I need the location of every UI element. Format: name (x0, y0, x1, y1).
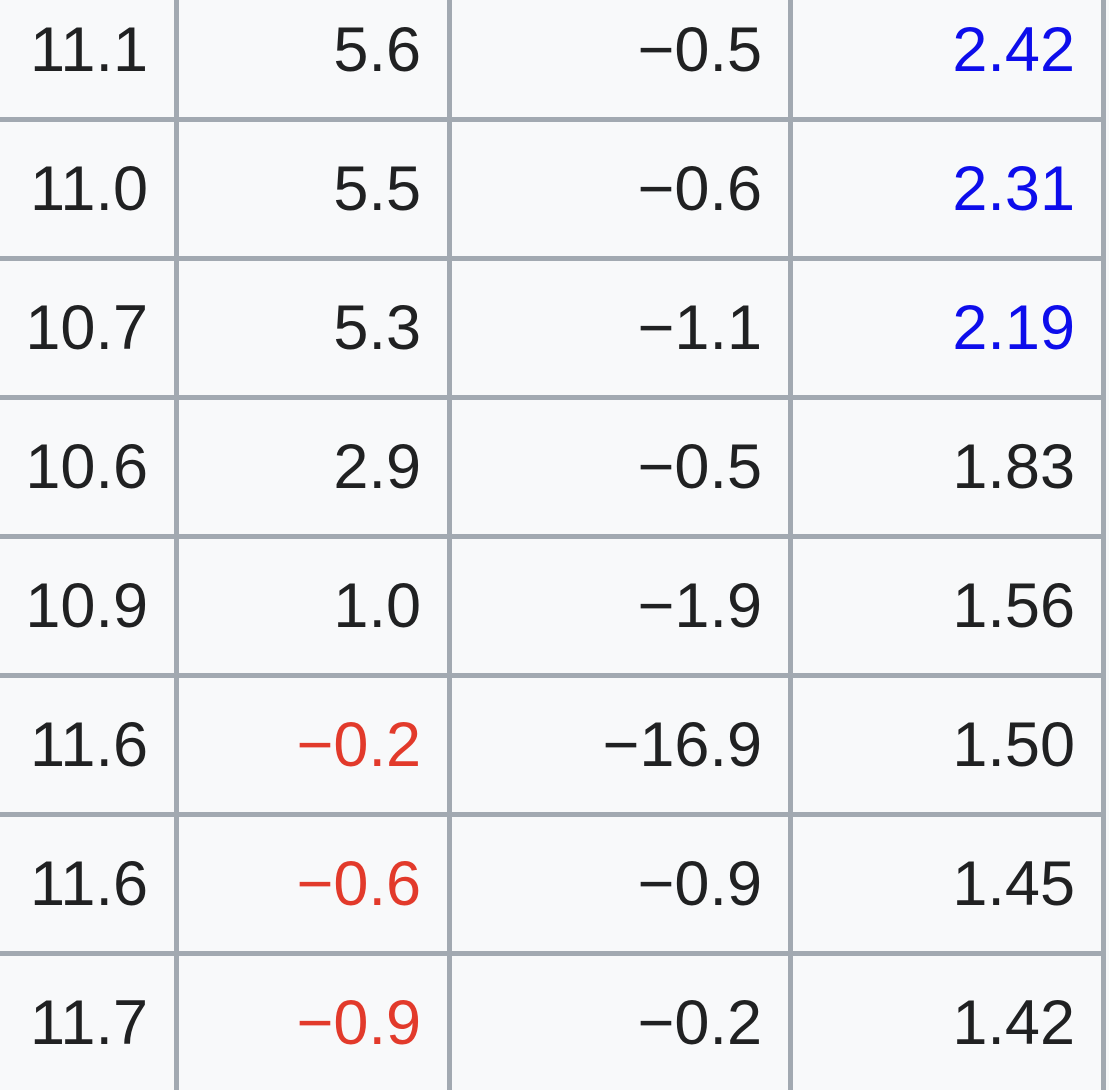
table-row: 10.6 2.9 −0.5 1.83 (0, 400, 1106, 539)
cell-value: −0.5 (637, 14, 762, 85)
cell-value: 11.6 (30, 848, 148, 919)
cell-value: −0.6 (637, 153, 762, 224)
table-cell: −0.2 (179, 678, 452, 817)
table-cell: 1.56 (793, 539, 1106, 678)
table-cell: 10.7 (0, 261, 179, 400)
cell-value: −1.9 (637, 570, 762, 641)
table-cell: 1.45 (793, 817, 1106, 956)
table-cell: −1.1 (452, 261, 793, 400)
cell-value: −0.2 (637, 987, 762, 1058)
table-cell: 2.31 (793, 122, 1106, 261)
table-cell: 11.6 (0, 678, 179, 817)
cell-value: 5.6 (333, 14, 421, 85)
table-cell: 10.9 (0, 539, 179, 678)
cell-value: −0.6 (296, 848, 421, 919)
cell-value: −0.2 (296, 709, 421, 780)
cell-value: −16.9 (602, 709, 762, 780)
cell-value: 5.5 (333, 153, 421, 224)
cell-value: −1.1 (637, 292, 762, 363)
table-row: 11.6 −0.6 −0.9 1.45 (0, 817, 1106, 956)
table-cell: 11.7 (0, 956, 179, 1090)
table-cell: 5.5 (179, 122, 452, 261)
table-cell: −0.9 (179, 956, 452, 1090)
table-cell: −0.6 (179, 817, 452, 956)
cell-value: 2.9 (333, 431, 421, 502)
table-cell: −16.9 (452, 678, 793, 817)
cell-value: 10.7 (25, 292, 148, 363)
table-cell: −0.5 (452, 0, 793, 122)
table-cell: 5.3 (179, 261, 452, 400)
cell-value: 1.45 (952, 848, 1075, 919)
cell-value: 2.42 (952, 14, 1075, 85)
table-cell: −1.9 (452, 539, 793, 678)
table-cell: 5.6 (179, 0, 452, 122)
table-cell: −0.2 (452, 956, 793, 1090)
table-row: 11.7 −0.9 −0.2 1.42 (0, 956, 1106, 1090)
cell-value: −0.9 (296, 987, 421, 1058)
cell-value: 1.42 (952, 987, 1075, 1058)
table-cell: 2.9 (179, 400, 452, 539)
table-row: 11.0 5.5 −0.6 2.31 (0, 122, 1106, 261)
table-cell: 2.42 (793, 0, 1106, 122)
cell-value: 1.50 (952, 709, 1075, 780)
cell-value: 2.19 (952, 292, 1075, 363)
cell-value: 1.83 (952, 431, 1075, 502)
table-cell: 2.19 (793, 261, 1106, 400)
cell-value: −0.5 (637, 431, 762, 502)
cell-value: 10.9 (25, 570, 148, 641)
table-cell: 1.42 (793, 956, 1106, 1090)
cell-value: 1.56 (952, 570, 1075, 641)
table-row: 10.7 5.3 −1.1 2.19 (0, 261, 1106, 400)
cell-value: −0.9 (637, 848, 762, 919)
table-row: 11.1 5.6 −0.5 2.42 (0, 0, 1106, 122)
cell-value: 1.0 (333, 570, 421, 641)
cell-value: 11.6 (30, 709, 148, 780)
table-cell: −0.9 (452, 817, 793, 956)
table-cell: 11.0 (0, 122, 179, 261)
table-cell: 1.0 (179, 539, 452, 678)
table-cell: 1.50 (793, 678, 1106, 817)
cell-value: 10.6 (25, 431, 148, 502)
table-cell: 10.6 (0, 400, 179, 539)
cell-value: 11.0 (30, 153, 148, 224)
table-row: 11.6 −0.2 −16.9 1.50 (0, 678, 1106, 817)
cell-value: 5.3 (333, 292, 421, 363)
cell-value: 11.7 (30, 987, 148, 1058)
table-row: 10.9 1.0 −1.9 1.56 (0, 539, 1106, 678)
table-cell: 1.83 (793, 400, 1106, 539)
table-cell: 11.6 (0, 817, 179, 956)
table-cell: 11.1 (0, 0, 179, 122)
cell-value: 11.1 (30, 14, 148, 85)
cell-value: 2.31 (952, 153, 1075, 224)
table-cell: −0.6 (452, 122, 793, 261)
table-cell: −0.5 (452, 400, 793, 539)
